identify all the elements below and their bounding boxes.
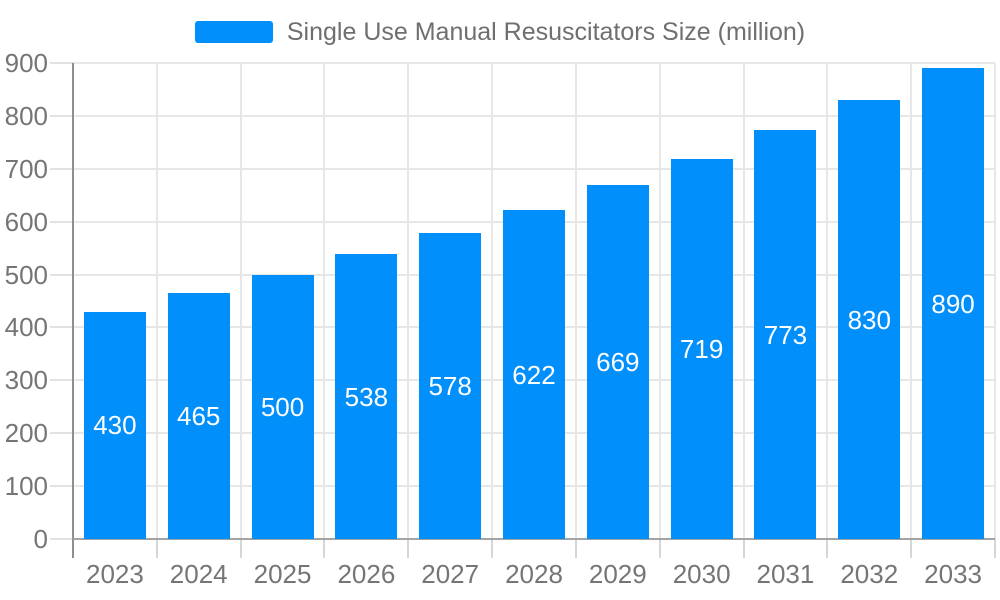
bar-value-label: 773 (763, 319, 808, 350)
bar-2027[interactable]: 578 (419, 233, 482, 539)
x-axis-tick (407, 539, 410, 558)
bar-value-label: 669 (596, 347, 640, 378)
y-axis-tick-label: 400 (4, 312, 48, 343)
x-axis-tick (574, 539, 577, 558)
y-axis-tick (50, 379, 73, 382)
bar-2030[interactable]: 719 (670, 158, 733, 539)
x-gridline (574, 63, 577, 539)
x-axis-tick-label: 2027 (421, 559, 480, 589)
bar-2031[interactable]: 773 (754, 130, 817, 539)
x-axis-tick (742, 539, 745, 558)
legend-item[interactable]: Single Use Manual Resuscitators Size (mi… (194, 17, 806, 47)
y-axis-tick-label: 500 (4, 259, 48, 290)
bar-value-label: 890 (931, 288, 975, 319)
bar-2032[interactable]: 830 (838, 100, 901, 539)
y-axis-tick (50, 485, 73, 488)
x-axis-tick (910, 539, 913, 558)
x-gridline (239, 63, 242, 539)
bar-value-label: 538 (344, 381, 389, 412)
x-axis-tick-label: 2029 (588, 559, 647, 589)
y-axis-tick (50, 114, 73, 117)
bar-value-label: 830 (847, 304, 891, 335)
x-gridline (491, 63, 494, 539)
x-gridline (407, 63, 410, 539)
x-axis-tick-label: 2025 (253, 559, 312, 589)
y-gridline (73, 167, 995, 170)
bar-value-label: 465 (177, 401, 221, 432)
legend: Single Use Manual Resuscitators Size (mi… (0, 18, 1000, 46)
bar-value-label: 622 (512, 359, 556, 390)
y-axis-tick (50, 432, 73, 435)
y-axis-tick (50, 273, 73, 276)
y-axis-tick-label: 200 (4, 418, 48, 449)
y-axis-tick-label: 0 (33, 524, 48, 554)
bar-2029[interactable]: 669 (586, 185, 649, 539)
y-axis-tick (50, 62, 73, 64)
x-axis-tick (323, 539, 326, 558)
x-gridline (742, 63, 745, 539)
y-axis-tick (50, 220, 73, 223)
bar-2028[interactable]: 622 (503, 210, 565, 539)
x-axis-tick (155, 539, 158, 558)
x-gridline (910, 63, 913, 539)
x-axis-tick-label: 2030 (672, 559, 731, 589)
x-axis-tick-label: 2032 (840, 559, 899, 589)
bar-value-label: 500 (260, 391, 305, 422)
y-axis-line (72, 63, 74, 558)
y-axis-tick-label: 700 (4, 153, 48, 184)
legend-label: Single Use Manual Resuscitators Size (mi… (286, 17, 806, 46)
x-axis-tick (994, 539, 996, 558)
y-axis-tick-label: 800 (4, 100, 48, 131)
x-gridline (323, 63, 326, 539)
bar-value-label: 430 (93, 410, 137, 441)
y-axis-tick (50, 167, 73, 170)
x-axis-tick (491, 539, 494, 558)
y-axis-tick-label: 100 (4, 471, 48, 502)
x-axis-tick (239, 539, 242, 558)
x-axis-tick-label: 2028 (505, 559, 563, 589)
bar-2023[interactable]: 430 (83, 311, 146, 539)
bar-2024[interactable]: 465 (167, 293, 230, 539)
x-axis-tick-label: 2023 (85, 559, 144, 589)
x-gridline (658, 63, 661, 539)
x-axis-tick (826, 539, 829, 558)
x-axis-line (73, 538, 995, 540)
x-axis-tick (658, 539, 661, 558)
x-axis-tick-label: 2031 (756, 559, 815, 589)
legend-swatch (194, 21, 273, 43)
bar-2025[interactable]: 500 (251, 274, 314, 539)
x-gridline (826, 63, 829, 539)
bar-value-label: 719 (679, 333, 724, 364)
x-axis-tick-label: 2024 (169, 559, 228, 589)
y-axis-tick (50, 326, 73, 329)
bar-value-label: 578 (428, 371, 472, 402)
y-axis-tick (50, 538, 73, 540)
y-gridline (73, 62, 995, 64)
x-axis-tick-label: 2033 (924, 559, 982, 589)
y-axis-tick-label: 300 (4, 365, 48, 396)
bar-2026[interactable]: 538 (335, 254, 398, 539)
y-axis-tick-label: 900 (4, 48, 48, 78)
x-axis-tick-label: 2026 (337, 559, 396, 589)
y-axis-tick-label: 600 (4, 206, 48, 237)
y-gridline (73, 114, 995, 117)
x-gridline (994, 63, 996, 539)
bar-2033[interactable]: 890 (922, 68, 985, 539)
x-gridline (155, 63, 158, 539)
